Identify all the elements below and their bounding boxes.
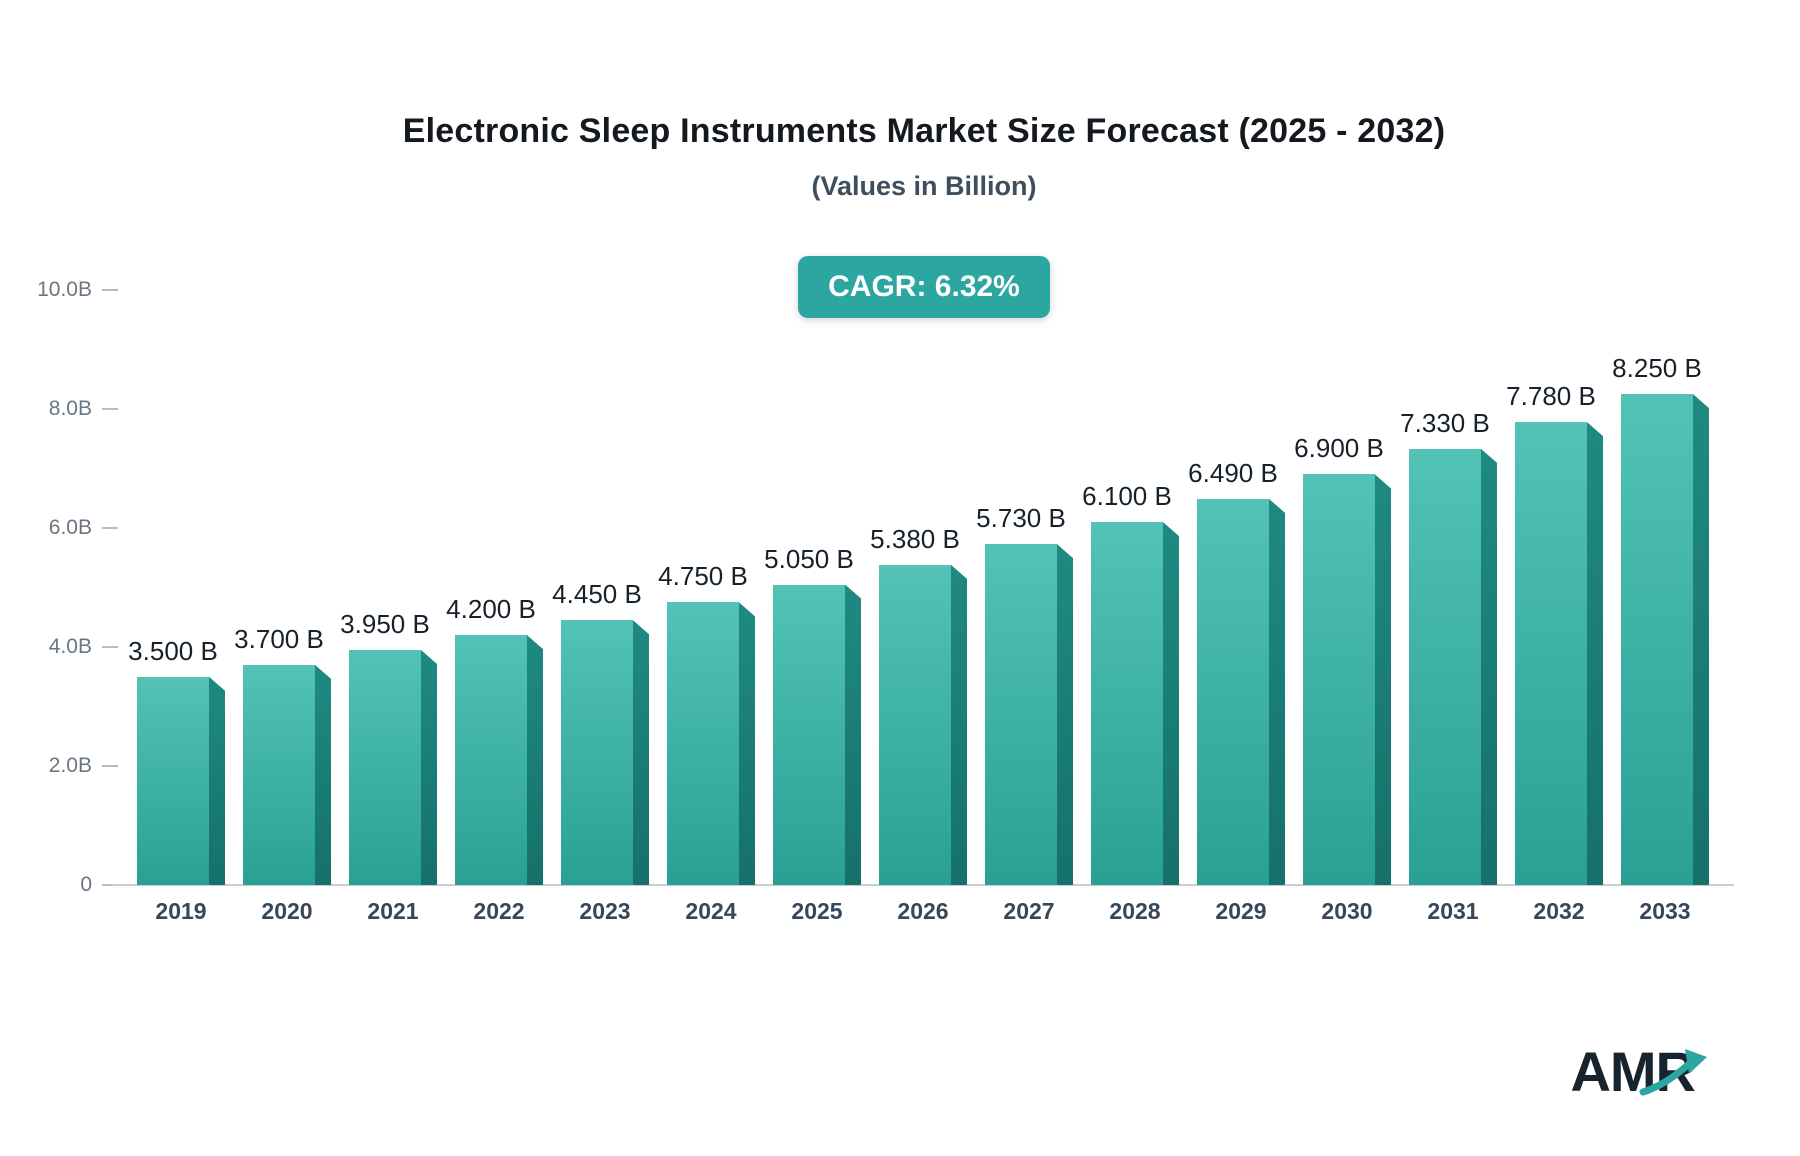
y-tick-label: 8.0B: [48, 397, 92, 420]
y-tick-mark: [102, 884, 118, 886]
bar-value-label: 6.490 B: [1188, 457, 1278, 488]
bar-front-face: [349, 649, 421, 885]
y-tick-label: 10.0B: [37, 278, 92, 301]
x-tick-label: 2026: [897, 898, 949, 924]
bar-side-face: [739, 602, 755, 885]
bar-front-face: [455, 635, 527, 885]
bar: 3.950 B: [340, 609, 437, 885]
y-tick-label: 6.0B: [48, 516, 92, 539]
bar: 5.050 B: [764, 544, 861, 885]
chart-title: Electronic Sleep Instruments Market Size…: [402, 112, 1446, 150]
bar: 3.500 B: [128, 636, 225, 885]
bar: 7.780 B: [1506, 381, 1603, 885]
x-tick-label: 2024: [685, 898, 737, 924]
x-tick-label: 2028: [1109, 898, 1161, 924]
y-tick-mark: [102, 765, 118, 767]
bar: 5.380 B: [870, 524, 967, 885]
x-tick-label: 2032: [1533, 898, 1585, 924]
bar-side-face: [1587, 422, 1603, 885]
bar-side-face: [951, 564, 967, 885]
bar-side-face: [633, 620, 649, 885]
bar: 4.450 B: [552, 579, 649, 885]
bar-side-face: [1163, 522, 1179, 885]
x-tick-label: 2023: [579, 898, 631, 924]
x-tick-label: 2020: [261, 898, 313, 924]
bar-value-label: 3.500 B: [128, 635, 218, 666]
bar-front-face: [985, 544, 1057, 885]
bar: 6.100 B: [1082, 481, 1179, 885]
y-tick-mark: [102, 646, 118, 648]
bar-side-face: [1481, 448, 1497, 885]
growth-arrow-icon: [1639, 1049, 1707, 1096]
y-tick-mark: [102, 289, 118, 291]
bar: 4.200 B: [446, 594, 543, 885]
bar-value-label: 4.450 B: [552, 579, 642, 610]
x-tick-label: 2021: [367, 898, 419, 924]
bar-front-face: [1409, 448, 1481, 885]
bar-front-face: [1621, 394, 1693, 885]
bar-value-label: 4.750 B: [658, 561, 748, 592]
bar-side-face: [421, 649, 437, 885]
bar-front-face: [1303, 474, 1375, 885]
bar-side-face: [1057, 544, 1073, 885]
bar-front-face: [667, 602, 739, 885]
bar-value-label: 4.200 B: [446, 594, 536, 625]
bar-front-face: [879, 564, 951, 885]
y-tick-label: 0: [80, 873, 92, 896]
bar-front-face: [773, 584, 845, 885]
bar: 7.330 B: [1400, 408, 1497, 885]
y-tick-mark: [102, 527, 118, 529]
header: Electronic Sleep Instruments Market Size…: [48, 112, 1800, 318]
bar-value-label: 6.900 B: [1294, 433, 1384, 464]
x-tick-label: 2022: [473, 898, 525, 924]
bar: 6.900 B: [1294, 433, 1391, 885]
y-tick-label: 2.0B: [48, 754, 92, 777]
x-axis: 2019 2020 2021 2022 2023 2024 2025 2026 2027 2028…: [128, 898, 1718, 932]
bar: 5.730 B: [976, 503, 1073, 885]
badge-wrap: CAGR: 6.32%: [48, 256, 1800, 318]
bar-value-label: 5.380 B: [870, 523, 960, 554]
chart-subtitle: (Values in Billion): [811, 171, 1037, 201]
bar-side-face: [1375, 474, 1391, 885]
bar-value-label: 7.780 B: [1506, 381, 1596, 412]
bar-side-face: [209, 676, 225, 885]
bar-side-face: [1693, 394, 1709, 885]
y-tick-mark: [102, 408, 118, 410]
bar-value-label: 5.730 B: [976, 503, 1066, 534]
cagr-badge: CAGR: 6.32%: [798, 256, 1050, 318]
x-tick-label: 2030: [1321, 898, 1373, 924]
amr-logo: AMR: [1570, 1039, 1707, 1104]
x-axis-line: [112, 884, 1734, 886]
bar: 6.490 B: [1188, 458, 1285, 885]
bar-front-face: [1515, 422, 1587, 885]
x-tick-label: 2031: [1427, 898, 1479, 924]
bar-side-face: [845, 584, 861, 885]
bar-value-label: 7.330 B: [1400, 407, 1490, 438]
bar-value-label: 6.100 B: [1082, 481, 1172, 512]
plot-area: 3.500 B 3.700 B 3.950 B 4.200 B 4.450 B 4.750…: [128, 290, 1718, 885]
y-tick-label: 4.0B: [48, 635, 92, 658]
bar: 8.250 B: [1612, 353, 1709, 885]
bar-front-face: [1091, 522, 1163, 885]
bar-value-label: 8.250 B: [1612, 353, 1702, 384]
x-tick-label: 2025: [791, 898, 843, 924]
bar-front-face: [137, 676, 209, 885]
bar-value-label: 3.950 B: [340, 608, 430, 639]
bar-value-label: 5.050 B: [764, 543, 854, 574]
x-tick-label: 2033: [1639, 898, 1691, 924]
bar-value-label: 3.700 B: [234, 623, 324, 654]
x-tick-label: 2029: [1215, 898, 1267, 924]
bar: 3.700 B: [234, 624, 331, 885]
bar: 4.750 B: [658, 561, 755, 885]
bar-side-face: [315, 664, 331, 885]
bar-front-face: [243, 664, 315, 885]
bar-side-face: [1269, 498, 1285, 885]
x-tick-label: 2019: [155, 898, 207, 924]
x-tick-label: 2027: [1003, 898, 1055, 924]
bar-front-face: [1197, 498, 1269, 885]
bar-front-face: [561, 620, 633, 885]
bar-side-face: [527, 635, 543, 885]
